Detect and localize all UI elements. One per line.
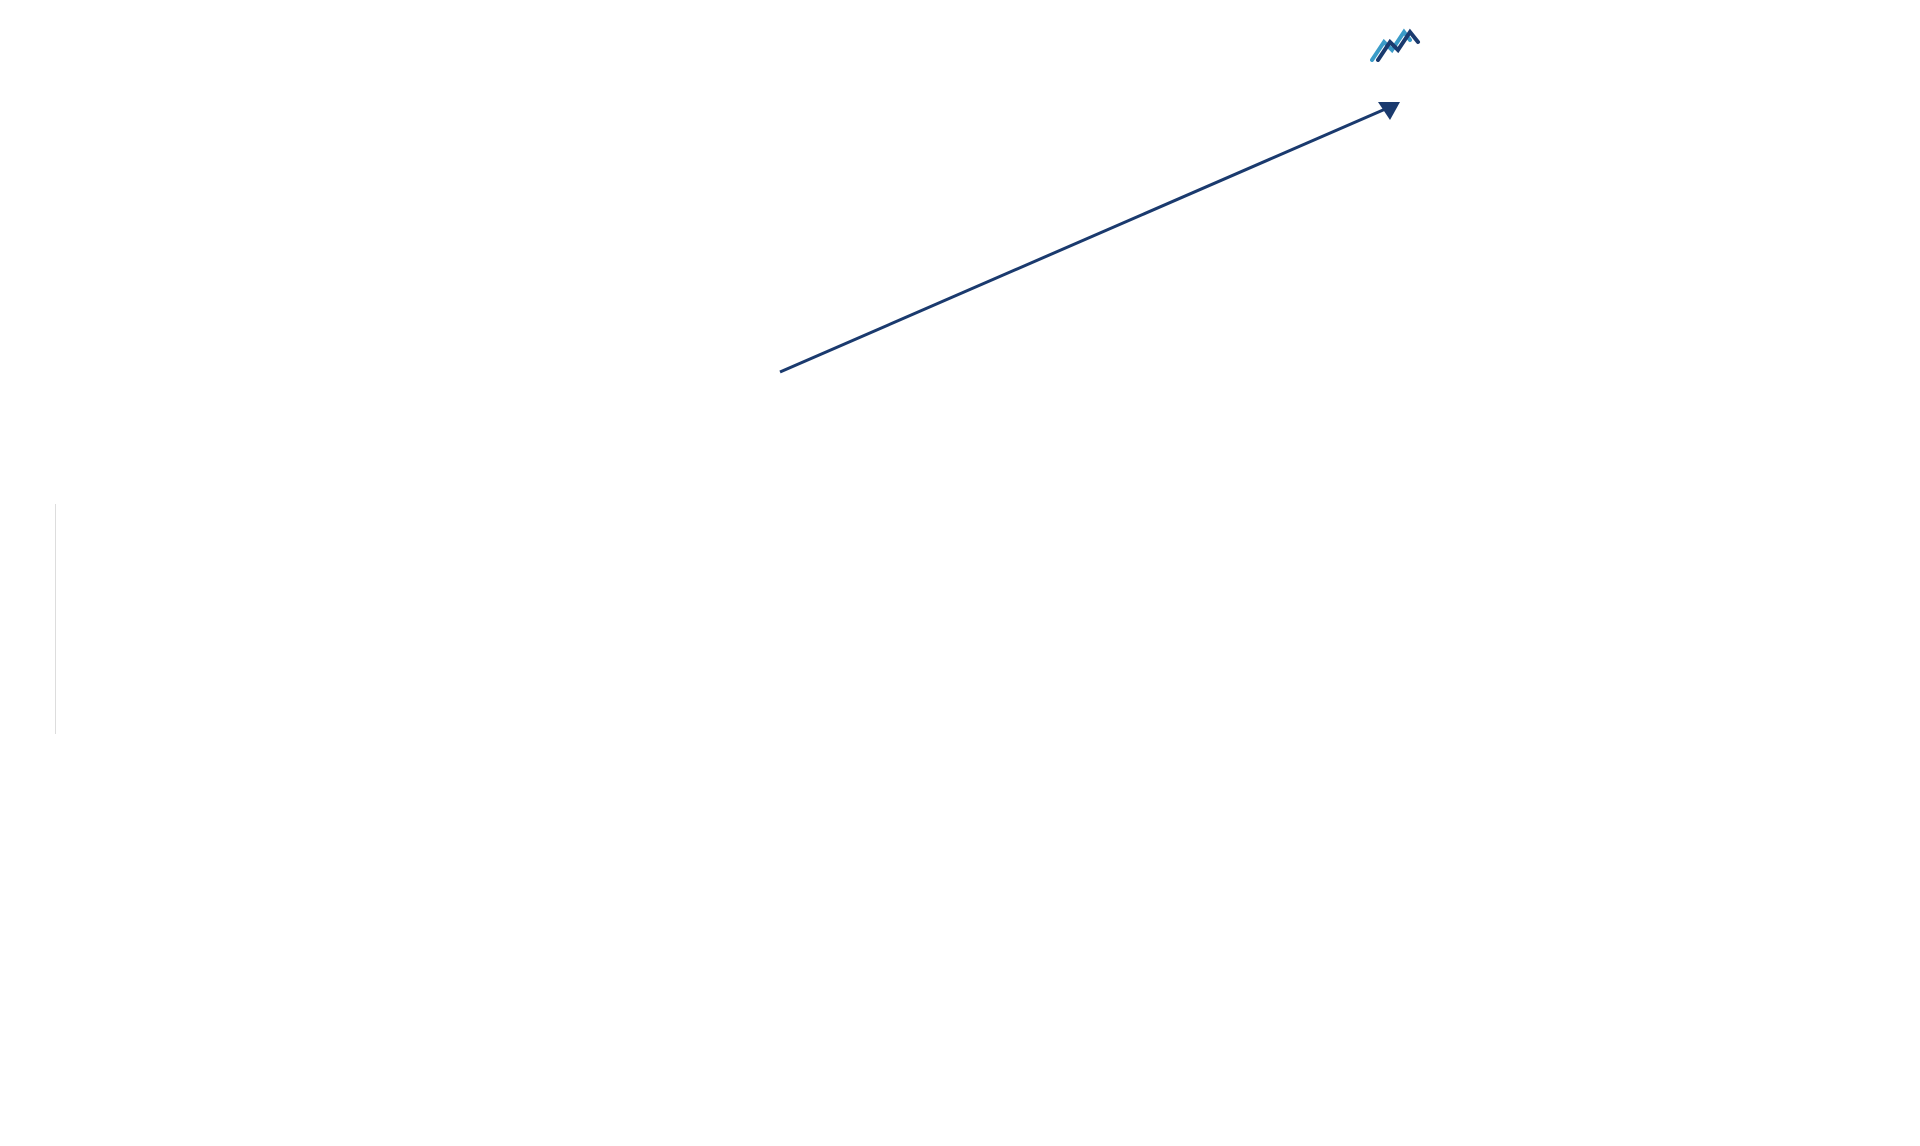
key-players-section bbox=[477, 492, 963, 792]
market-size-chart bbox=[750, 72, 1430, 462]
regional-section bbox=[993, 492, 1430, 792]
world-map bbox=[30, 72, 720, 462]
logo-icon bbox=[1370, 20, 1422, 62]
brand-logo bbox=[1370, 20, 1430, 62]
regional-donut-chart bbox=[993, 504, 1213, 724]
segmentation-section bbox=[30, 492, 447, 792]
